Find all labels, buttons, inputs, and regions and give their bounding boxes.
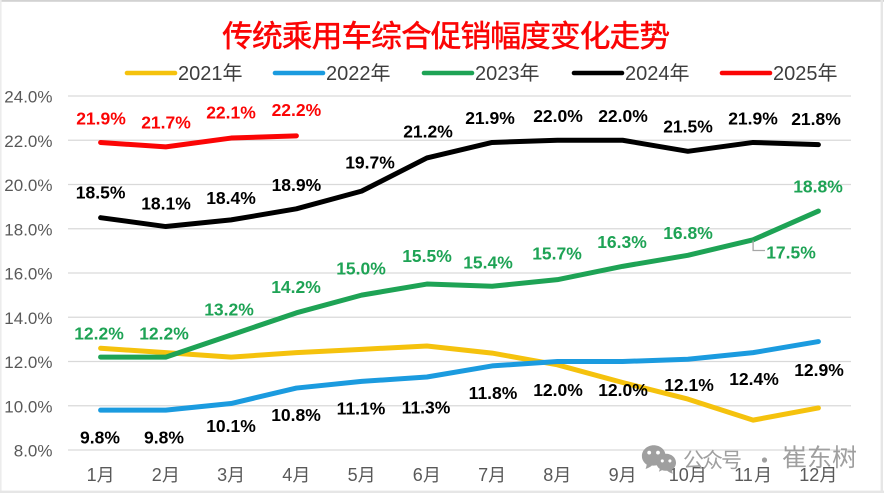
svg-text:8: 8 — [543, 465, 553, 485]
svg-text:15.7%: 15.7% — [532, 244, 582, 264]
svg-text:15.5%: 15.5% — [402, 246, 452, 266]
svg-text:10.1%: 10.1% — [206, 416, 256, 436]
svg-text:10.8%: 10.8% — [271, 405, 321, 425]
svg-text:12.4%: 12.4% — [729, 369, 779, 389]
svg-text:22.2%: 22.2% — [272, 100, 322, 120]
svg-text:16.8%: 16.8% — [663, 223, 713, 243]
svg-text:18.1%: 18.1% — [141, 194, 191, 214]
svg-text:10.0%: 10.0% — [4, 397, 52, 416]
svg-text:2025: 2025 — [773, 63, 818, 85]
svg-text:5: 5 — [348, 465, 358, 485]
svg-text:21.9%: 21.9% — [465, 108, 515, 128]
svg-text:12.0%: 12.0% — [4, 353, 52, 372]
svg-text:11.3%: 11.3% — [402, 398, 451, 418]
svg-text:8.0%: 8.0% — [14, 442, 53, 461]
svg-text:12.2%: 12.2% — [139, 324, 189, 344]
svg-text:21.7%: 21.7% — [141, 113, 191, 133]
svg-text:2: 2 — [152, 465, 162, 485]
svg-text:24.0%: 24.0% — [4, 88, 52, 107]
svg-text:18.4%: 18.4% — [206, 188, 256, 208]
svg-text:16.3%: 16.3% — [597, 232, 647, 252]
svg-text:20.0%: 20.0% — [4, 176, 52, 195]
svg-text:18.9%: 18.9% — [272, 175, 322, 195]
svg-text:14.2%: 14.2% — [271, 277, 321, 297]
svg-text:9.8%: 9.8% — [144, 428, 184, 448]
svg-text:1: 1 — [87, 465, 97, 485]
svg-text:2022: 2022 — [326, 63, 371, 85]
svg-text:9: 9 — [609, 465, 619, 485]
svg-text:14.0%: 14.0% — [4, 309, 52, 328]
svg-text:18.8%: 18.8% — [793, 177, 843, 197]
svg-text:12.0%: 12.0% — [598, 380, 648, 400]
svg-text:6: 6 — [413, 465, 423, 485]
svg-text:22.0%: 22.0% — [598, 106, 648, 126]
svg-text:11.1%: 11.1% — [337, 399, 386, 419]
svg-text:17.5%: 17.5% — [766, 243, 816, 263]
svg-text:22.1%: 22.1% — [206, 103, 256, 123]
svg-text:10: 10 — [669, 465, 689, 485]
svg-text:2023: 2023 — [475, 63, 520, 85]
svg-text:21.9%: 21.9% — [728, 109, 778, 129]
svg-text:12.1%: 12.1% — [664, 375, 714, 395]
svg-text:9.8%: 9.8% — [80, 428, 120, 448]
svg-text:16.0%: 16.0% — [4, 265, 52, 284]
svg-text:12.0%: 12.0% — [533, 380, 583, 400]
svg-text:2021: 2021 — [178, 63, 223, 85]
svg-text:12.2%: 12.2% — [74, 324, 124, 344]
svg-text:11.8%: 11.8% — [469, 383, 518, 403]
svg-text:21.8%: 21.8% — [791, 109, 841, 129]
svg-text:7: 7 — [478, 465, 488, 485]
svg-text:15.4%: 15.4% — [463, 253, 513, 273]
svg-text:13.2%: 13.2% — [204, 300, 254, 320]
svg-text:19.7%: 19.7% — [345, 153, 395, 173]
svg-text:4: 4 — [282, 465, 292, 485]
svg-text:21.5%: 21.5% — [663, 117, 713, 137]
svg-text:15.0%: 15.0% — [336, 259, 386, 279]
svg-text:21.2%: 21.2% — [403, 122, 453, 142]
svg-text:12: 12 — [799, 465, 819, 485]
svg-text:21.9%: 21.9% — [76, 109, 126, 129]
svg-text:22.0%: 22.0% — [533, 106, 583, 126]
svg-text:2024: 2024 — [625, 63, 670, 85]
svg-text:11: 11 — [734, 465, 753, 485]
svg-text:22.0%: 22.0% — [4, 132, 52, 151]
svg-text:18.5%: 18.5% — [76, 183, 126, 203]
svg-text:12.9%: 12.9% — [794, 360, 844, 380]
svg-text:18.0%: 18.0% — [4, 220, 52, 239]
svg-text:3: 3 — [217, 465, 227, 485]
